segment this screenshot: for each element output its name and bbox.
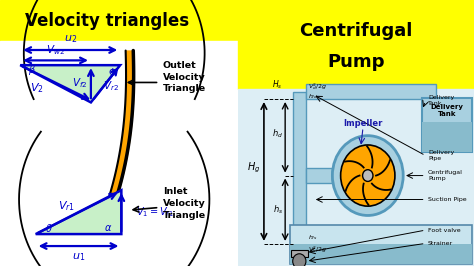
Circle shape (332, 136, 403, 215)
Text: Foot valve: Foot valve (428, 228, 461, 232)
Text: Outlet
Velocity
Triangle: Outlet Velocity Triangle (163, 61, 206, 93)
Polygon shape (36, 190, 121, 234)
Text: $V_d^2/2g$: $V_d^2/2g$ (308, 82, 328, 92)
Text: $H_g$: $H_g$ (247, 161, 260, 175)
Text: Pump: Pump (327, 53, 385, 71)
Text: Strainer: Strainer (428, 241, 453, 246)
Bar (290, 225, 472, 264)
Text: $u_1$: $u_1$ (72, 251, 85, 263)
Circle shape (363, 170, 373, 181)
Text: $h_s$: $h_s$ (273, 203, 283, 216)
Text: $V_{f2}$: $V_{f2}$ (72, 76, 88, 90)
Bar (291, 250, 308, 257)
Bar (422, 122, 472, 152)
Text: Velocity triangles: Velocity triangles (25, 12, 189, 30)
Text: Suction Pipe: Suction Pipe (428, 197, 466, 202)
Text: $V_s^2/2g$: $V_s^2/2g$ (308, 244, 328, 255)
Text: Centrifugal: Centrifugal (299, 22, 413, 40)
Text: $V_2$: $V_2$ (30, 81, 44, 95)
Circle shape (341, 145, 395, 206)
Text: $V_{r2}$: $V_{r2}$ (103, 80, 118, 93)
Text: $V_{r1}$: $V_{r1}$ (58, 199, 75, 213)
Polygon shape (20, 65, 120, 102)
Text: $V_1 = V_{f1}$: $V_1 = V_{f1}$ (136, 205, 173, 219)
Text: $\beta$: $\beta$ (28, 64, 36, 77)
Text: Impeller: Impeller (343, 119, 383, 128)
Bar (0, 41, 238, 266)
Bar (422, 98, 472, 152)
Text: Delivery
Tank: Delivery Tank (430, 104, 464, 117)
Text: $V_{w2}$: $V_{w2}$ (46, 43, 65, 57)
Text: $H_s$: $H_s$ (273, 79, 283, 91)
Text: Centrifugal
Pump: Centrifugal Pump (428, 170, 463, 181)
Bar (0, 0, 238, 41)
Bar (238, 0, 474, 89)
Text: $h_{fd}$: $h_{fd}$ (308, 92, 319, 101)
Bar (290, 244, 472, 264)
Text: Delivery
Tank: Delivery Tank (428, 95, 454, 106)
Text: $\alpha$: $\alpha$ (104, 223, 112, 233)
Bar (306, 168, 332, 183)
Text: Inlet
Velocity
Triangle: Inlet Velocity Triangle (163, 187, 206, 220)
Bar (306, 85, 436, 99)
Text: $h_{fs}$: $h_{fs}$ (308, 234, 318, 242)
Text: $\Phi$: $\Phi$ (108, 66, 117, 78)
Bar (238, 89, 474, 266)
Circle shape (293, 254, 306, 266)
Text: Delivery
Pipe: Delivery Pipe (428, 150, 454, 161)
Bar (293, 92, 306, 251)
Text: $u_2$: $u_2$ (64, 34, 77, 45)
Text: $h_d$: $h_d$ (272, 127, 283, 140)
Text: $\theta$: $\theta$ (45, 222, 53, 234)
